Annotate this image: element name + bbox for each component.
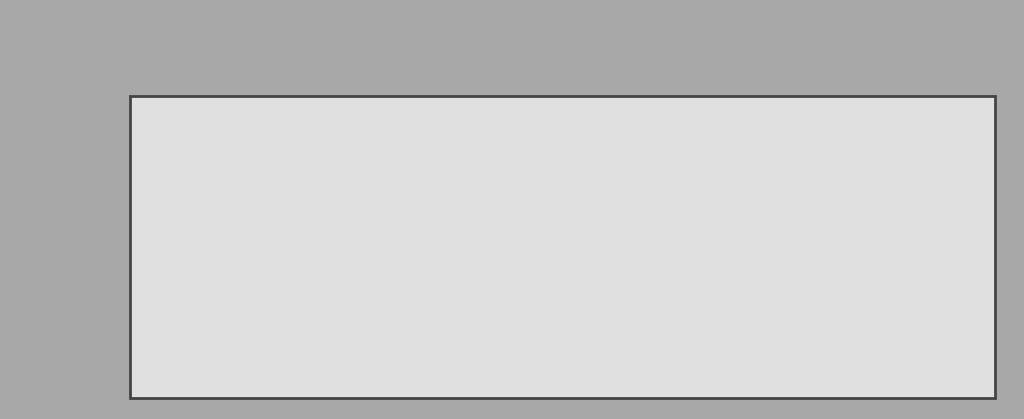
Text: (2): (2) — [234, 298, 270, 321]
Text: 90%: 90% — [310, 298, 366, 321]
Text: 96.: 96. — [145, 150, 190, 175]
Text: The percentage of Fe in +3 oxidation state in: The percentage of Fe in +3 oxidation sta… — [220, 150, 826, 175]
Text: (3): (3) — [234, 336, 270, 359]
Text: (4): (4) — [234, 374, 270, 397]
Text: O is?: O is? — [275, 202, 341, 227]
Text: 0.9: 0.9 — [245, 208, 271, 225]
Text: 10%: 10% — [310, 336, 366, 359]
Text: Fe: Fe — [220, 202, 253, 227]
Text: 6: 6 — [630, 270, 667, 326]
Text: (1): (1) — [234, 260, 270, 283]
Text: 22%: 22% — [310, 374, 366, 397]
Text: 78%: 78% — [310, 260, 366, 283]
